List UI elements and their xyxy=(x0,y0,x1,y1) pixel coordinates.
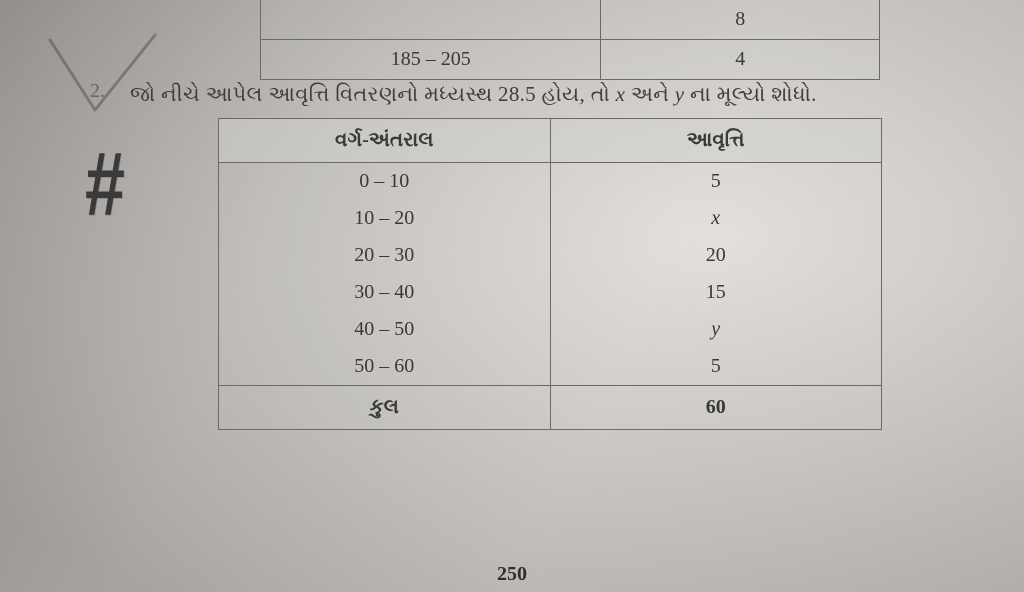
table-row: 30 – 40 15 xyxy=(219,274,882,311)
cell-freq: x xyxy=(550,200,882,237)
total-value: 60 xyxy=(550,386,882,430)
table-row: 20 – 30 20 xyxy=(219,237,882,274)
cell-interval: 30 – 40 xyxy=(219,274,551,311)
cell-interval: 0 – 10 xyxy=(219,163,551,201)
cell-freq: y xyxy=(550,311,882,348)
previous-table-fragment: 8 185 – 205 4 xyxy=(260,0,880,80)
cell-freq: 5 xyxy=(550,348,882,386)
cell xyxy=(261,0,601,40)
table-total-row: કુલ 60 xyxy=(219,386,882,430)
table-row: 50 – 60 5 xyxy=(219,348,882,386)
cell-interval: 10 – 20 xyxy=(219,200,551,237)
frequency-distribution-table: વર્ગ-અંતરાલ આવૃત્તિ 0 – 10 5 10 – 20 x 2… xyxy=(218,118,882,430)
question-part: જો નીચે આપેલ આવૃત્તિ વિતરણનો મધ્યસ્થ 28.… xyxy=(130,82,616,106)
table-row: 10 – 20 x xyxy=(219,200,882,237)
table-row: 0 – 10 5 xyxy=(219,163,882,201)
cell: 185 – 205 xyxy=(261,40,601,80)
cell-freq: 15 xyxy=(550,274,882,311)
cell-interval: 50 – 60 xyxy=(219,348,551,386)
question-text: જો નીચે આપેલ આવૃત્તિ વિતરણનો મધ્યસ્થ 28.… xyxy=(130,82,817,107)
total-label: કુલ xyxy=(219,386,551,430)
variable-y: y xyxy=(675,82,685,106)
question-number: 2. xyxy=(90,80,105,103)
question-part: અને xyxy=(625,82,675,106)
question-part: ના મૂલ્યો શોધો. xyxy=(684,82,816,106)
column-header-interval: વર્ગ-અંતરાલ xyxy=(219,119,551,163)
column-header-frequency: આવૃત્તિ xyxy=(550,119,882,163)
hash-mark-annotation: # xyxy=(85,140,125,230)
cell-freq: 5 xyxy=(550,163,882,201)
cell: 8 xyxy=(601,0,880,40)
cell-interval: 20 – 30 xyxy=(219,237,551,274)
cell: 4 xyxy=(601,40,880,80)
page-number: 250 xyxy=(0,563,1024,586)
cell-freq: 20 xyxy=(550,237,882,274)
table-row: 40 – 50 y xyxy=(219,311,882,348)
page-scan: 8 185 – 205 4 2. જો નીચે આપેલ આવૃત્તિ વિ… xyxy=(0,0,1024,592)
cell-interval: 40 – 50 xyxy=(219,311,551,348)
variable-x: x xyxy=(616,82,626,106)
